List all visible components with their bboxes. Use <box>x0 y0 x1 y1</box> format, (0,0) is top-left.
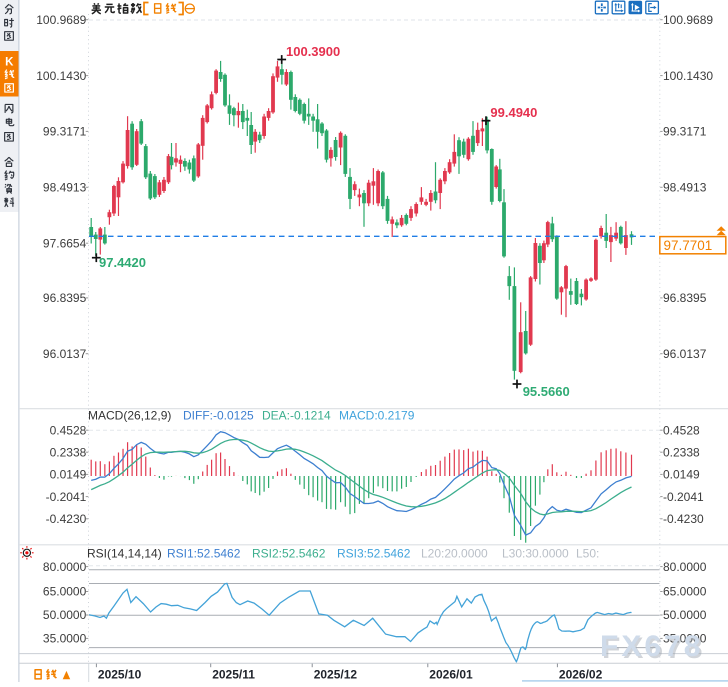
svg-text:-0.4230: -0.4230 <box>663 512 704 526</box>
svg-text:96.8395: 96.8395 <box>43 291 87 305</box>
svg-text:97.7701: 97.7701 <box>664 238 713 253</box>
svg-text:98.4913: 98.4913 <box>663 181 707 195</box>
svg-text:50.0000: 50.0000 <box>43 608 87 622</box>
svg-text:MACD:0.2179: MACD:0.2179 <box>339 409 415 423</box>
svg-text:80.0000: 80.0000 <box>43 560 87 574</box>
svg-text:FX678: FX678 <box>602 632 705 665</box>
svg-text:35.0000: 35.0000 <box>43 632 87 646</box>
svg-text:K: K <box>5 57 14 69</box>
svg-text:97.6654: 97.6654 <box>43 236 87 250</box>
svg-text:100.1430: 100.1430 <box>36 69 86 83</box>
svg-text:DEA:-0.1214: DEA:-0.1214 <box>262 409 331 423</box>
svg-text:65.0000: 65.0000 <box>663 585 707 599</box>
svg-text:100.9689: 100.9689 <box>663 13 713 27</box>
svg-text:MACD(26,12,9): MACD(26,12,9) <box>88 409 171 423</box>
svg-text:50.0000: 50.0000 <box>663 608 707 622</box>
svg-text:95.5660: 95.5660 <box>523 384 570 399</box>
svg-text:80.0000: 80.0000 <box>663 560 707 574</box>
svg-text:RSI3:52.5462: RSI3:52.5462 <box>337 547 411 561</box>
svg-text:2026/02: 2026/02 <box>559 668 603 682</box>
svg-text:-0.2041: -0.2041 <box>46 490 87 504</box>
svg-text:99.3171: 99.3171 <box>43 125 87 139</box>
svg-text:2025/11: 2025/11 <box>212 668 255 682</box>
svg-text:99.3171: 99.3171 <box>663 125 707 139</box>
svg-text:0.2338: 0.2338 <box>50 445 87 459</box>
svg-text:98.4913: 98.4913 <box>43 181 87 195</box>
svg-text:0.4528: 0.4528 <box>663 423 700 437</box>
svg-text:DIFF:-0.0125: DIFF:-0.0125 <box>183 409 254 423</box>
svg-text:2025/10: 2025/10 <box>98 668 142 682</box>
svg-text:FX678: FX678 <box>600 630 703 663</box>
svg-text:RSI1:52.5462: RSI1:52.5462 <box>167 547 241 561</box>
svg-text:97.4420: 97.4420 <box>99 255 146 270</box>
svg-text:L20:20.0000: L20:20.0000 <box>421 547 488 561</box>
svg-text:L30:30.0000: L30:30.0000 <box>502 547 569 561</box>
svg-text:96.0137: 96.0137 <box>43 347 87 361</box>
svg-text:L50:: L50: <box>576 547 599 561</box>
svg-text:100.9689: 100.9689 <box>36 13 86 27</box>
svg-text:96.0137: 96.0137 <box>663 347 707 361</box>
svg-text:2026/01: 2026/01 <box>429 668 473 682</box>
svg-text:-0.2041: -0.2041 <box>663 490 704 504</box>
svg-text:99.4940: 99.4940 <box>490 105 537 120</box>
svg-text:RSI(14,14,14): RSI(14,14,14) <box>87 547 162 561</box>
svg-text:RSI2:52.5462: RSI2:52.5462 <box>252 547 326 561</box>
svg-text:96.8395: 96.8395 <box>663 291 707 305</box>
svg-text:0.0149: 0.0149 <box>663 468 700 482</box>
svg-text:35.0000: 35.0000 <box>663 632 707 646</box>
svg-text:65.0000: 65.0000 <box>43 585 87 599</box>
svg-text:0.0149: 0.0149 <box>50 468 87 482</box>
svg-text:2025/12: 2025/12 <box>314 668 358 682</box>
svg-text:0.2338: 0.2338 <box>663 445 700 459</box>
svg-text:100.3900: 100.3900 <box>286 44 340 59</box>
svg-text:-0.4230: -0.4230 <box>46 512 87 526</box>
svg-text:100.1430: 100.1430 <box>663 69 713 83</box>
svg-text:0.4528: 0.4528 <box>50 423 87 437</box>
